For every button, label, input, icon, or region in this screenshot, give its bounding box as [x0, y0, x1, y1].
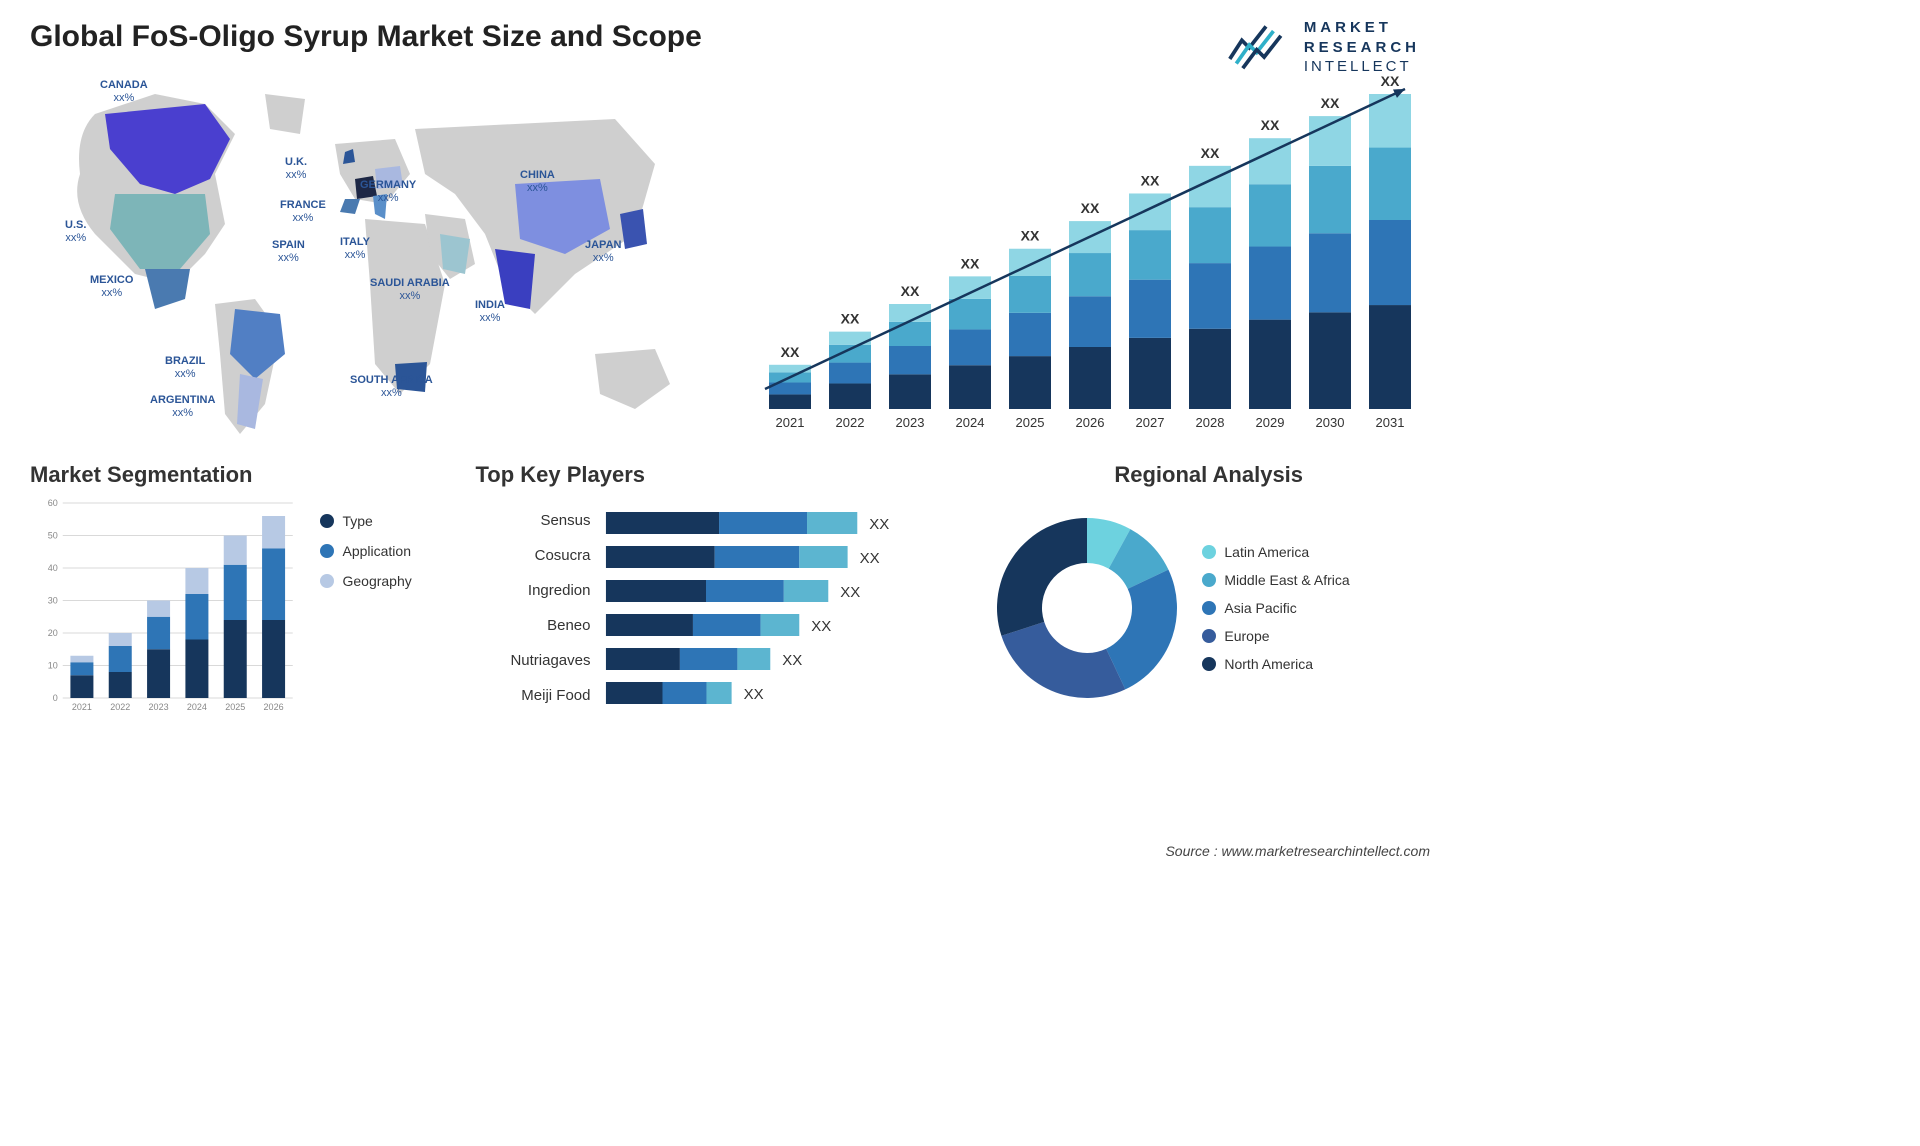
- legend-item: Middle East & Africa: [1202, 572, 1349, 588]
- map-label: BRAZILxx%: [165, 355, 205, 381]
- legend-item: Application: [320, 543, 450, 559]
- map-label: GERMANYxx%: [360, 179, 416, 205]
- svg-text:XX: XX: [1321, 95, 1340, 111]
- growth-chart: XX 2021 XX 2022 XX 2023 XX 2024 XX 2025 XX 2026 XX 20…: [750, 74, 1430, 444]
- player-label: Nutriagaves: [475, 652, 590, 669]
- source-text: Source : www.marketresearchintellect.com: [1165, 843, 1430, 859]
- svg-text:0: 0: [53, 693, 58, 703]
- svg-text:XX: XX: [841, 584, 861, 601]
- svg-text:XX: XX: [860, 550, 880, 567]
- svg-text:40: 40: [48, 563, 58, 573]
- map-label: U.K.xx%: [285, 156, 307, 182]
- svg-text:XX: XX: [870, 516, 890, 533]
- player-label: Sensus: [475, 512, 590, 529]
- svg-text:XX: XX: [841, 311, 860, 327]
- svg-text:XX: XX: [1081, 200, 1100, 216]
- svg-text:10: 10: [48, 661, 58, 671]
- regional-legend: Latin America Middle East & Africa Asia Pa…: [1202, 544, 1349, 672]
- legend-item: Type: [320, 513, 450, 529]
- map-label: U.S.xx%: [65, 219, 86, 245]
- map-label: CHINAxx%: [520, 169, 555, 195]
- logo-text-1: MARKET: [1304, 18, 1420, 38]
- svg-text:XX: XX: [783, 652, 803, 669]
- svg-text:2021: 2021: [72, 702, 92, 712]
- legend-item: Latin America: [1202, 544, 1349, 560]
- svg-text:30: 30: [48, 596, 58, 606]
- svg-text:XX: XX: [1021, 228, 1040, 244]
- map-label: MEXICOxx%: [90, 274, 133, 300]
- svg-text:XX: XX: [1141, 172, 1160, 188]
- svg-text:2027: 2027: [1136, 415, 1165, 430]
- logo-text-2: RESEARCH: [1304, 38, 1420, 58]
- svg-text:50: 50: [48, 531, 58, 541]
- svg-text:XX: XX: [961, 255, 980, 271]
- svg-text:2031: 2031: [1376, 415, 1405, 430]
- map-label: SAUDI ARABIAxx%: [370, 277, 450, 303]
- donut-chart: [987, 508, 1187, 708]
- svg-text:2026: 2026: [1076, 415, 1105, 430]
- svg-text:2025: 2025: [225, 702, 245, 712]
- map-label: JAPANxx%: [585, 239, 621, 265]
- svg-text:2024: 2024: [187, 702, 207, 712]
- svg-text:2022: 2022: [110, 702, 130, 712]
- svg-text:XX: XX: [1381, 74, 1400, 89]
- svg-text:XX: XX: [744, 686, 764, 703]
- map-label: ARGENTINAxx%: [150, 394, 215, 420]
- svg-text:2024: 2024: [956, 415, 985, 430]
- svg-text:2025: 2025: [1016, 415, 1045, 430]
- svg-text:XX: XX: [901, 283, 920, 299]
- map-label: FRANCExx%: [280, 199, 326, 225]
- legend-item: Geography: [320, 573, 450, 589]
- players-names: Sensus Cosucra Ingredion Beneo Nutriagaves Me…: [475, 498, 600, 718]
- map-label: ITALYxx%: [340, 236, 370, 262]
- player-label: Meiji Food: [475, 687, 590, 704]
- svg-text:60: 60: [48, 498, 58, 508]
- svg-text:2023: 2023: [149, 702, 169, 712]
- players-title: Top Key Players: [475, 462, 962, 488]
- legend-item: Asia Pacific: [1202, 600, 1349, 616]
- svg-text:XX: XX: [1261, 117, 1280, 133]
- svg-text:XX: XX: [781, 344, 800, 360]
- segmentation-title: Market Segmentation: [30, 462, 450, 488]
- svg-text:2029: 2029: [1256, 415, 1285, 430]
- svg-text:XX: XX: [812, 618, 832, 635]
- page-title: Global FoS-Oligo Syrup Market Size and S…: [30, 20, 1430, 54]
- segmentation-chart: 0 10 20 30 40 50 60 2021 2022 2023 2024 2025 2026: [30, 498, 305, 718]
- map-label: SPAINxx%: [272, 239, 305, 265]
- map-label: CANADAxx%: [100, 79, 148, 105]
- logo-icon: [1227, 20, 1292, 75]
- map-label: INDIAxx%: [475, 299, 505, 325]
- player-label: Cosucra: [475, 547, 590, 564]
- player-label: Beneo: [475, 617, 590, 634]
- svg-text:2023: 2023: [896, 415, 925, 430]
- segmentation-legend: Type Application Geography: [320, 498, 450, 718]
- legend-item: North America: [1202, 656, 1349, 672]
- svg-text:2021: 2021: [776, 415, 805, 430]
- svg-text:20: 20: [48, 628, 58, 638]
- brand-logo: MARKET RESEARCH INTELLECT: [1227, 18, 1420, 77]
- legend-item: Europe: [1202, 628, 1349, 644]
- players-bars: XX XX XX XX XX XX: [600, 498, 962, 718]
- svg-text:XX: XX: [1201, 145, 1220, 161]
- svg-text:2030: 2030: [1316, 415, 1345, 430]
- regional-title: Regional Analysis: [987, 462, 1430, 488]
- svg-text:2026: 2026: [264, 702, 284, 712]
- svg-text:2022: 2022: [836, 415, 865, 430]
- world-map: CANADAxx% U.S.xx% MEXICOxx% BRAZILxx% ARGENT…: [30, 74, 720, 444]
- player-label: Ingredion: [475, 582, 590, 599]
- map-label: SOUTH AFRICAxx%: [350, 374, 433, 400]
- svg-text:2028: 2028: [1196, 415, 1225, 430]
